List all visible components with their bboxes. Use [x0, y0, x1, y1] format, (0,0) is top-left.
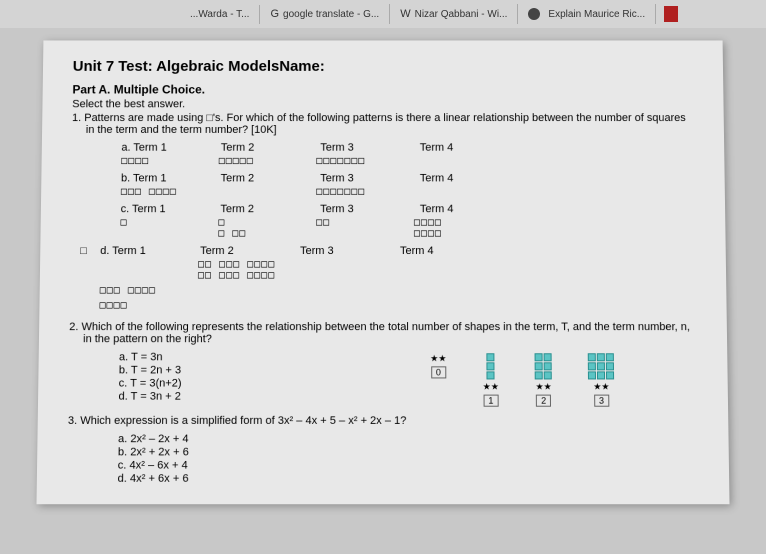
- q2-fig-3: ★★ 3: [588, 353, 615, 406]
- q1-option-b: b. Term 1 Term 2 Term 3 Term 4 □□□ □□□□ …: [71, 172, 695, 197]
- q1-option-c: c. Term 1 Term 2 Term 3 Term 4 □ □□ □□ □…: [70, 203, 695, 239]
- q2-fig-0: ★★ 0: [430, 353, 446, 406]
- q1-answer-marker: □: [79, 245, 100, 315]
- question-1: 1. Patterns are made using □'s. For whic…: [72, 112, 694, 136]
- q2-fig-1: ★★ 1: [483, 353, 499, 406]
- q1-option-a: a. Term 1 Term 2 Term 3 Term 4 □□□□ □□□□…: [71, 142, 694, 167]
- tab-nizar-qabbani[interactable]: WNizar Qabbani - Wi...: [390, 4, 518, 24]
- tab-explain-maurice[interactable]: Explain Maurice Ric...: [518, 4, 656, 24]
- bookmark-icon: [664, 6, 678, 22]
- google-icon: G: [270, 8, 279, 20]
- tab-warda[interactable]: ...Warda - T...: [180, 5, 260, 24]
- q2-fig-2: ★★ 2: [535, 353, 552, 406]
- question-2: 2. Which of the following represents the…: [69, 321, 697, 345]
- question-3: 3. Which expression is a simplified form…: [68, 415, 698, 427]
- gear-icon: [528, 8, 540, 20]
- unit-title: Unit 7 Test: Algebraic ModelsName:: [73, 58, 694, 75]
- part-a-label: Part A. Multiple Choice.: [72, 83, 693, 97]
- wiki-icon: W: [400, 8, 410, 20]
- q1-option-d: □ d. Term 1 Term 2 Term 3 Term 4 □□ □□□ …: [69, 245, 696, 315]
- document-page: Unit 7 Test: Algebraic ModelsName: Part …: [36, 40, 729, 504]
- part-a-instruction: Select the best answer.: [72, 98, 694, 110]
- browser-tabs: ...Warda - T... Ggoogle translate - G...…: [0, 0, 766, 28]
- tab-google-translate[interactable]: Ggoogle translate - G...: [260, 4, 390, 24]
- q3-answers: a. 2x² – 2x + 4 b. 2x² + 2x + 6 c. 4x² –…: [67, 433, 699, 485]
